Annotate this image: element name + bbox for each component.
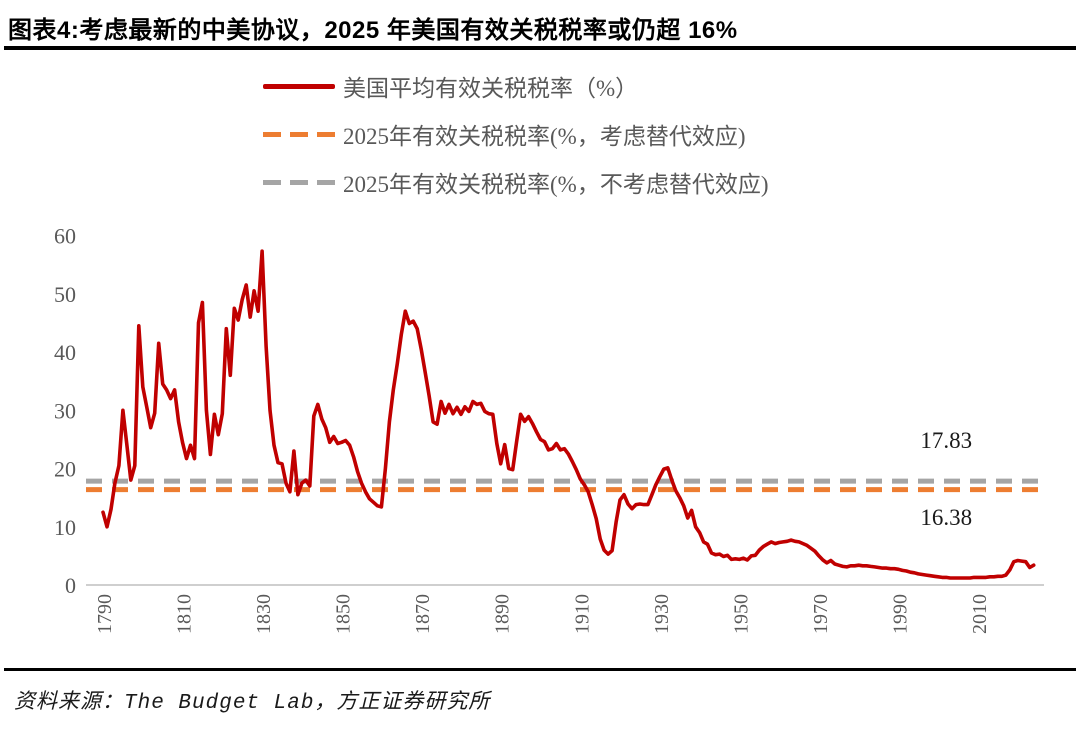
- y-tick-label: 50: [54, 282, 76, 307]
- tariff-chart-area: 美国平均有效关税税率（%） 2025年有效关税税率(%，考虑替代效应) 2025…: [0, 50, 1080, 668]
- x-tick-label: 1930: [651, 594, 673, 634]
- legend-label: 2025年有效关税税率(%，考虑替代效应): [343, 124, 746, 149]
- y-tick-label: 20: [54, 457, 76, 482]
- chart-footer: 资料来源：The Budget Lab，方正证券研究所: [0, 671, 1080, 715]
- x-tick-label: 2010: [969, 594, 991, 634]
- y-tick-label: 40: [54, 340, 76, 365]
- gray-dashed-line-swatch: [263, 179, 335, 185]
- x-tick-label: 1910: [571, 594, 593, 634]
- legend-dash: [317, 131, 335, 137]
- x-tick-label: 1870: [412, 594, 434, 634]
- red-solid-line-swatch: [263, 83, 335, 89]
- legend-item-actual-rate: 美国平均有效关税税率（%）: [263, 62, 768, 110]
- orange-dashed-line-swatch: [263, 131, 335, 137]
- legend-label: 2025年有效关税税率(%，不考虑替代效应): [343, 172, 769, 197]
- x-tick-label: 1850: [333, 594, 355, 634]
- x-tick-label: 1810: [174, 594, 196, 634]
- y-tick-label: 60: [54, 224, 76, 249]
- x-tick-label: 1990: [889, 594, 911, 634]
- value-annotation: 17.83: [920, 428, 972, 453]
- x-tick-label: 1970: [810, 594, 832, 634]
- y-tick-label: 30: [54, 398, 76, 423]
- legend-label: 美国平均有效关税税率（%）: [343, 76, 639, 101]
- chart-header: 图表4:考虑最新的中美协议，2025 年美国有效关税税率或仍超 16%: [0, 0, 1080, 46]
- x-tick-label: 1830: [253, 594, 275, 634]
- value-annotation: 16.38: [920, 505, 972, 530]
- x-tick-label: 1890: [492, 594, 514, 634]
- legend-item-2025-no-substitution: 2025年有效关税税率(%，不考虑替代效应): [263, 158, 768, 206]
- page-title: 图表4:考虑最新的中美协议，2025 年美国有效关税税率或仍超 16%: [8, 17, 738, 44]
- footer-divider: [4, 668, 1076, 671]
- title-divider: [4, 46, 1076, 50]
- source-note: 资料来源：The Budget Lab，方正证券研究所: [14, 692, 491, 715]
- legend-dash: [290, 131, 308, 137]
- tariff-rate-line: [101, 249, 1036, 580]
- x-tick-label: 1790: [94, 594, 116, 634]
- y-tick-label: 10: [54, 515, 76, 540]
- legend-dash: [263, 131, 281, 137]
- legend-dash: [263, 179, 281, 185]
- tariff-line-plot: 0 10 20 30 40 50 60 1790 1810 1830 1850 1870 1890 191…: [54, 224, 1044, 634]
- legend-item-2025-with-substitution: 2025年有效关税税率(%，考虑替代效应): [263, 110, 768, 158]
- chart-legend: 美国平均有效关税税率（%） 2025年有效关税税率(%，考虑替代效应) 2025…: [263, 62, 768, 206]
- legend-dash: [317, 179, 335, 185]
- y-tick-label: 0: [65, 573, 76, 598]
- x-tick-label: 1950: [730, 594, 752, 634]
- legend-dash: [290, 179, 308, 185]
